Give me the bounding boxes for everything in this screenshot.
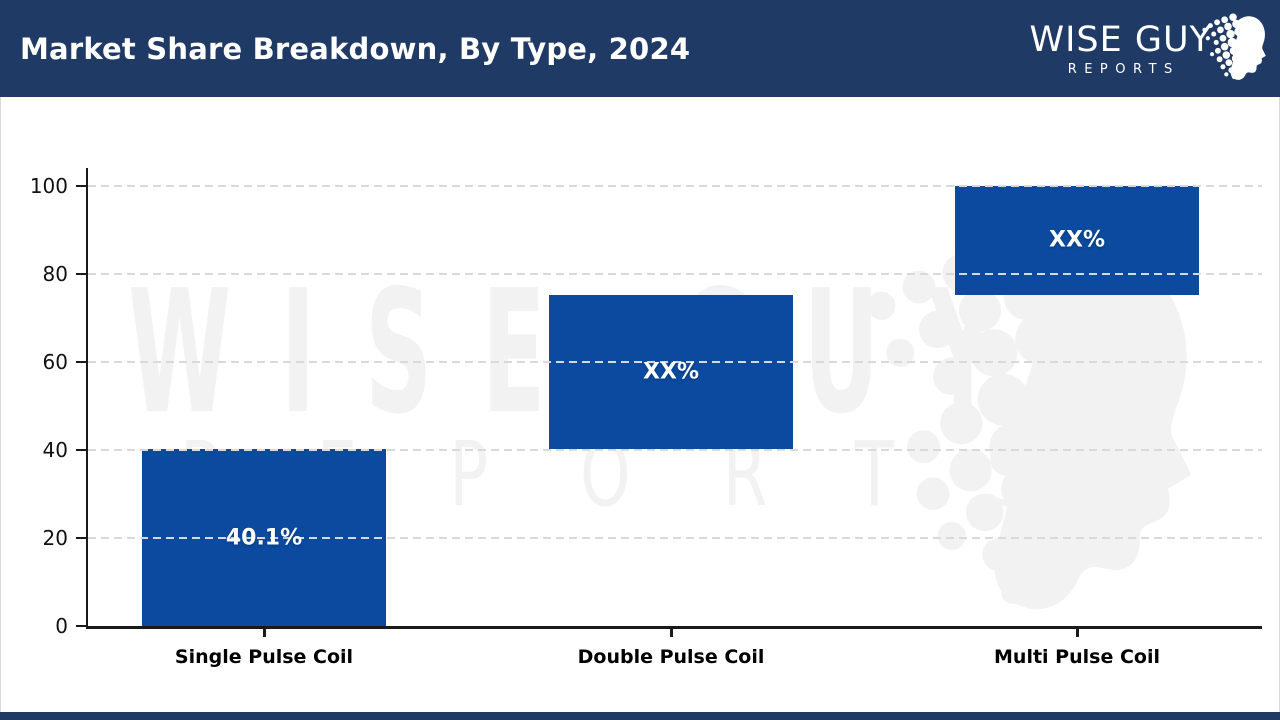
y-tick-label-0: 0 xyxy=(55,614,68,638)
logo-name: WISE GUY xyxy=(1029,19,1212,60)
gridline-80 xyxy=(88,272,1262,275)
y-tick-0 xyxy=(76,625,86,627)
y-tick-100 xyxy=(76,184,86,187)
logo-subtitle: REPORTS xyxy=(1067,61,1180,77)
y-tick-label-40: 40 xyxy=(42,437,68,462)
bar-value-label-1: 40.1% xyxy=(225,525,303,551)
y-tick-label-60: 60 xyxy=(42,349,68,374)
gridline-100 xyxy=(88,184,1262,187)
y-tick-20 xyxy=(76,536,86,539)
logo-text: WISE GUY REPORTS xyxy=(1029,19,1212,77)
y-tick-60 xyxy=(76,360,86,363)
wise-guy-reports-logo: WISE GUY REPORTS xyxy=(1029,11,1270,89)
x-tick-2 xyxy=(669,629,673,637)
x-tick-1 xyxy=(262,629,266,637)
x-axis-spine xyxy=(86,626,1262,629)
y-axis-spine xyxy=(86,168,88,629)
bar-3 xyxy=(955,185,1199,295)
gridline-40 xyxy=(88,448,1262,451)
gridline-60 xyxy=(88,360,1262,363)
x-tick-3 xyxy=(1075,629,1079,637)
y-tick-80 xyxy=(76,272,86,275)
footer-band xyxy=(0,712,1280,720)
bar-value-label-3: XX% xyxy=(1049,227,1105,253)
dotted-face-icon xyxy=(1202,12,1266,80)
x-category-label-1: Single Pulse Coil xyxy=(174,646,354,668)
gridline-20 xyxy=(88,536,1262,539)
y-tick-label-20: 20 xyxy=(42,525,68,550)
y-tick-40 xyxy=(76,448,86,451)
header-band: Market Share Breakdown, By Type, 2024 WI… xyxy=(0,0,1280,97)
x-category-label-2: Double Pulse Coil xyxy=(577,646,765,668)
y-tick-label-100: 100 xyxy=(29,173,68,198)
page-title: Market Share Breakdown, By Type, 2024 xyxy=(20,31,691,66)
plot-area: 0 20 40 60 80 100 40.1% Single Pulse Coil XX% Dou… xyxy=(30,168,1262,668)
x-category-label-3: Multi Pulse Coil xyxy=(994,646,1160,668)
y-tick-label-80: 80 xyxy=(42,261,68,286)
bar-2 xyxy=(549,294,793,450)
bar-value-label-2: XX% xyxy=(643,359,699,385)
